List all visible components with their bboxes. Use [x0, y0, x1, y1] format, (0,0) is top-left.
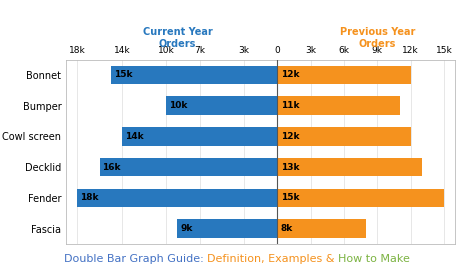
Text: 10k: 10k [169, 101, 187, 110]
Bar [177, 219, 277, 238]
Bar [277, 127, 410, 146]
Bar [277, 219, 366, 238]
Text: 12k: 12k [281, 70, 299, 79]
Text: 16k: 16k [102, 163, 121, 172]
Text: Definition, Examples &: Definition, Examples & [207, 254, 338, 264]
Text: How to Make: How to Make [338, 254, 410, 264]
Text: 8k: 8k [281, 224, 293, 233]
Text: 9k: 9k [180, 224, 192, 233]
Text: 11k: 11k [281, 101, 299, 110]
Text: 15k: 15k [114, 70, 132, 79]
Bar [122, 127, 277, 146]
Bar [277, 158, 422, 176]
Text: 18k: 18k [80, 193, 99, 202]
Bar [166, 96, 277, 115]
Text: 14k: 14k [125, 132, 143, 141]
Bar [277, 189, 444, 207]
Text: Double Bar Graph Guide:: Double Bar Graph Guide: [64, 254, 207, 264]
Text: Previous Year
Orders: Previous Year Orders [339, 27, 415, 49]
Text: Current Year
Orders: Current Year Orders [143, 27, 212, 49]
Text: 13k: 13k [281, 163, 299, 172]
Bar [277, 66, 410, 84]
Text: 15k: 15k [281, 193, 299, 202]
Bar [100, 158, 277, 176]
Text: 12k: 12k [281, 132, 299, 141]
Bar [277, 96, 400, 115]
Bar [77, 189, 277, 207]
Bar [111, 66, 277, 84]
